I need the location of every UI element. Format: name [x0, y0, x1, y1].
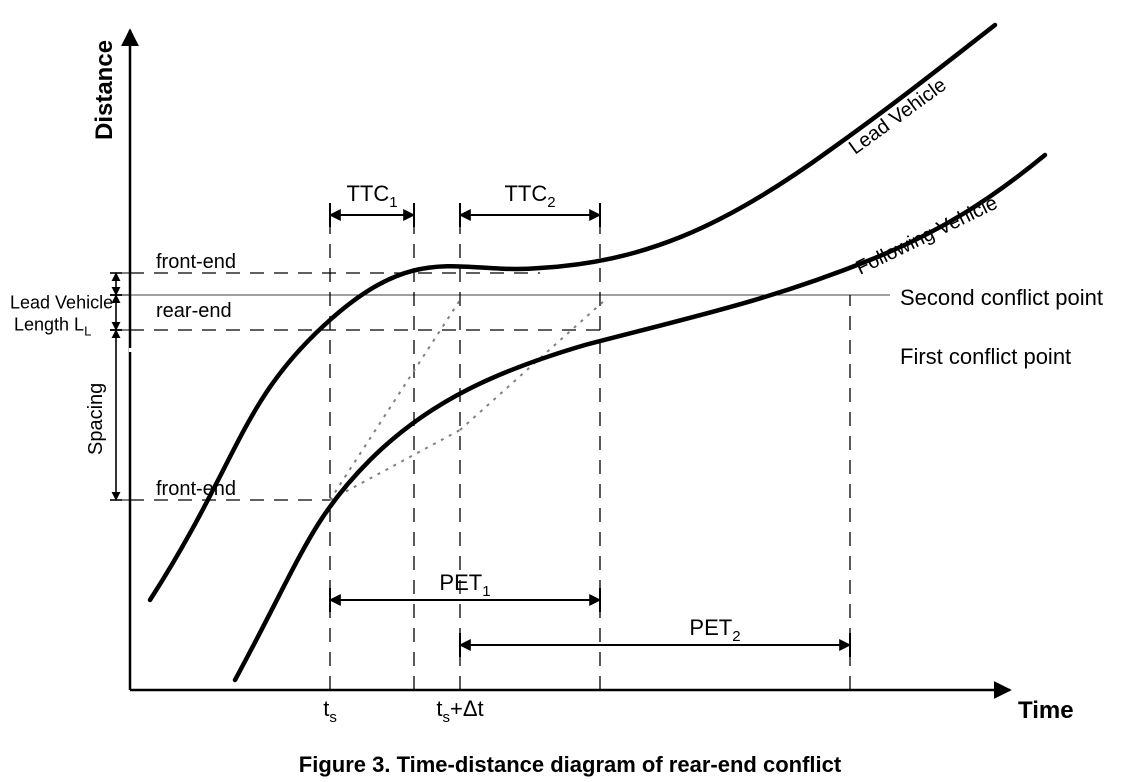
svg-text:TTC1: TTC1 [346, 181, 397, 211]
svg-text:First conflict point: First conflict point [900, 344, 1071, 369]
svg-text:PET2: PET2 [689, 615, 740, 645]
svg-text:front-end: front-end [156, 251, 236, 273]
diagram-svg: Distance Time front-end rear-end front-end Se… [0, 0, 1140, 782]
svg-text:Time: Time [1018, 697, 1074, 724]
diagram-stage: Distance Time front-end rear-end front-end Se… [0, 0, 1140, 782]
svg-text:Spacing: Spacing [85, 383, 107, 455]
svg-text:front-end: front-end [156, 478, 236, 500]
svg-text:rear-end: rear-end [156, 300, 232, 322]
svg-text:Distance: Distance [91, 40, 118, 140]
svg-text:Lead Vehicle: Lead Vehicle [10, 293, 113, 313]
svg-text:Following Vehicle: Following Vehicle [853, 192, 1002, 280]
svg-text:TTC2: TTC2 [504, 181, 555, 211]
svg-text:Second conflict point: Second conflict point [900, 285, 1103, 310]
svg-text:ts+Δt: ts+Δt [436, 696, 483, 726]
svg-text:ts: ts [323, 696, 337, 726]
svg-text:Length LL: Length LL [14, 315, 91, 339]
svg-text:PET1: PET1 [439, 570, 490, 600]
figure-caption: Figure 3. Time-distance diagram of rear-… [0, 752, 1140, 778]
svg-text:Lead Vehicle: Lead Vehicle [845, 74, 951, 159]
